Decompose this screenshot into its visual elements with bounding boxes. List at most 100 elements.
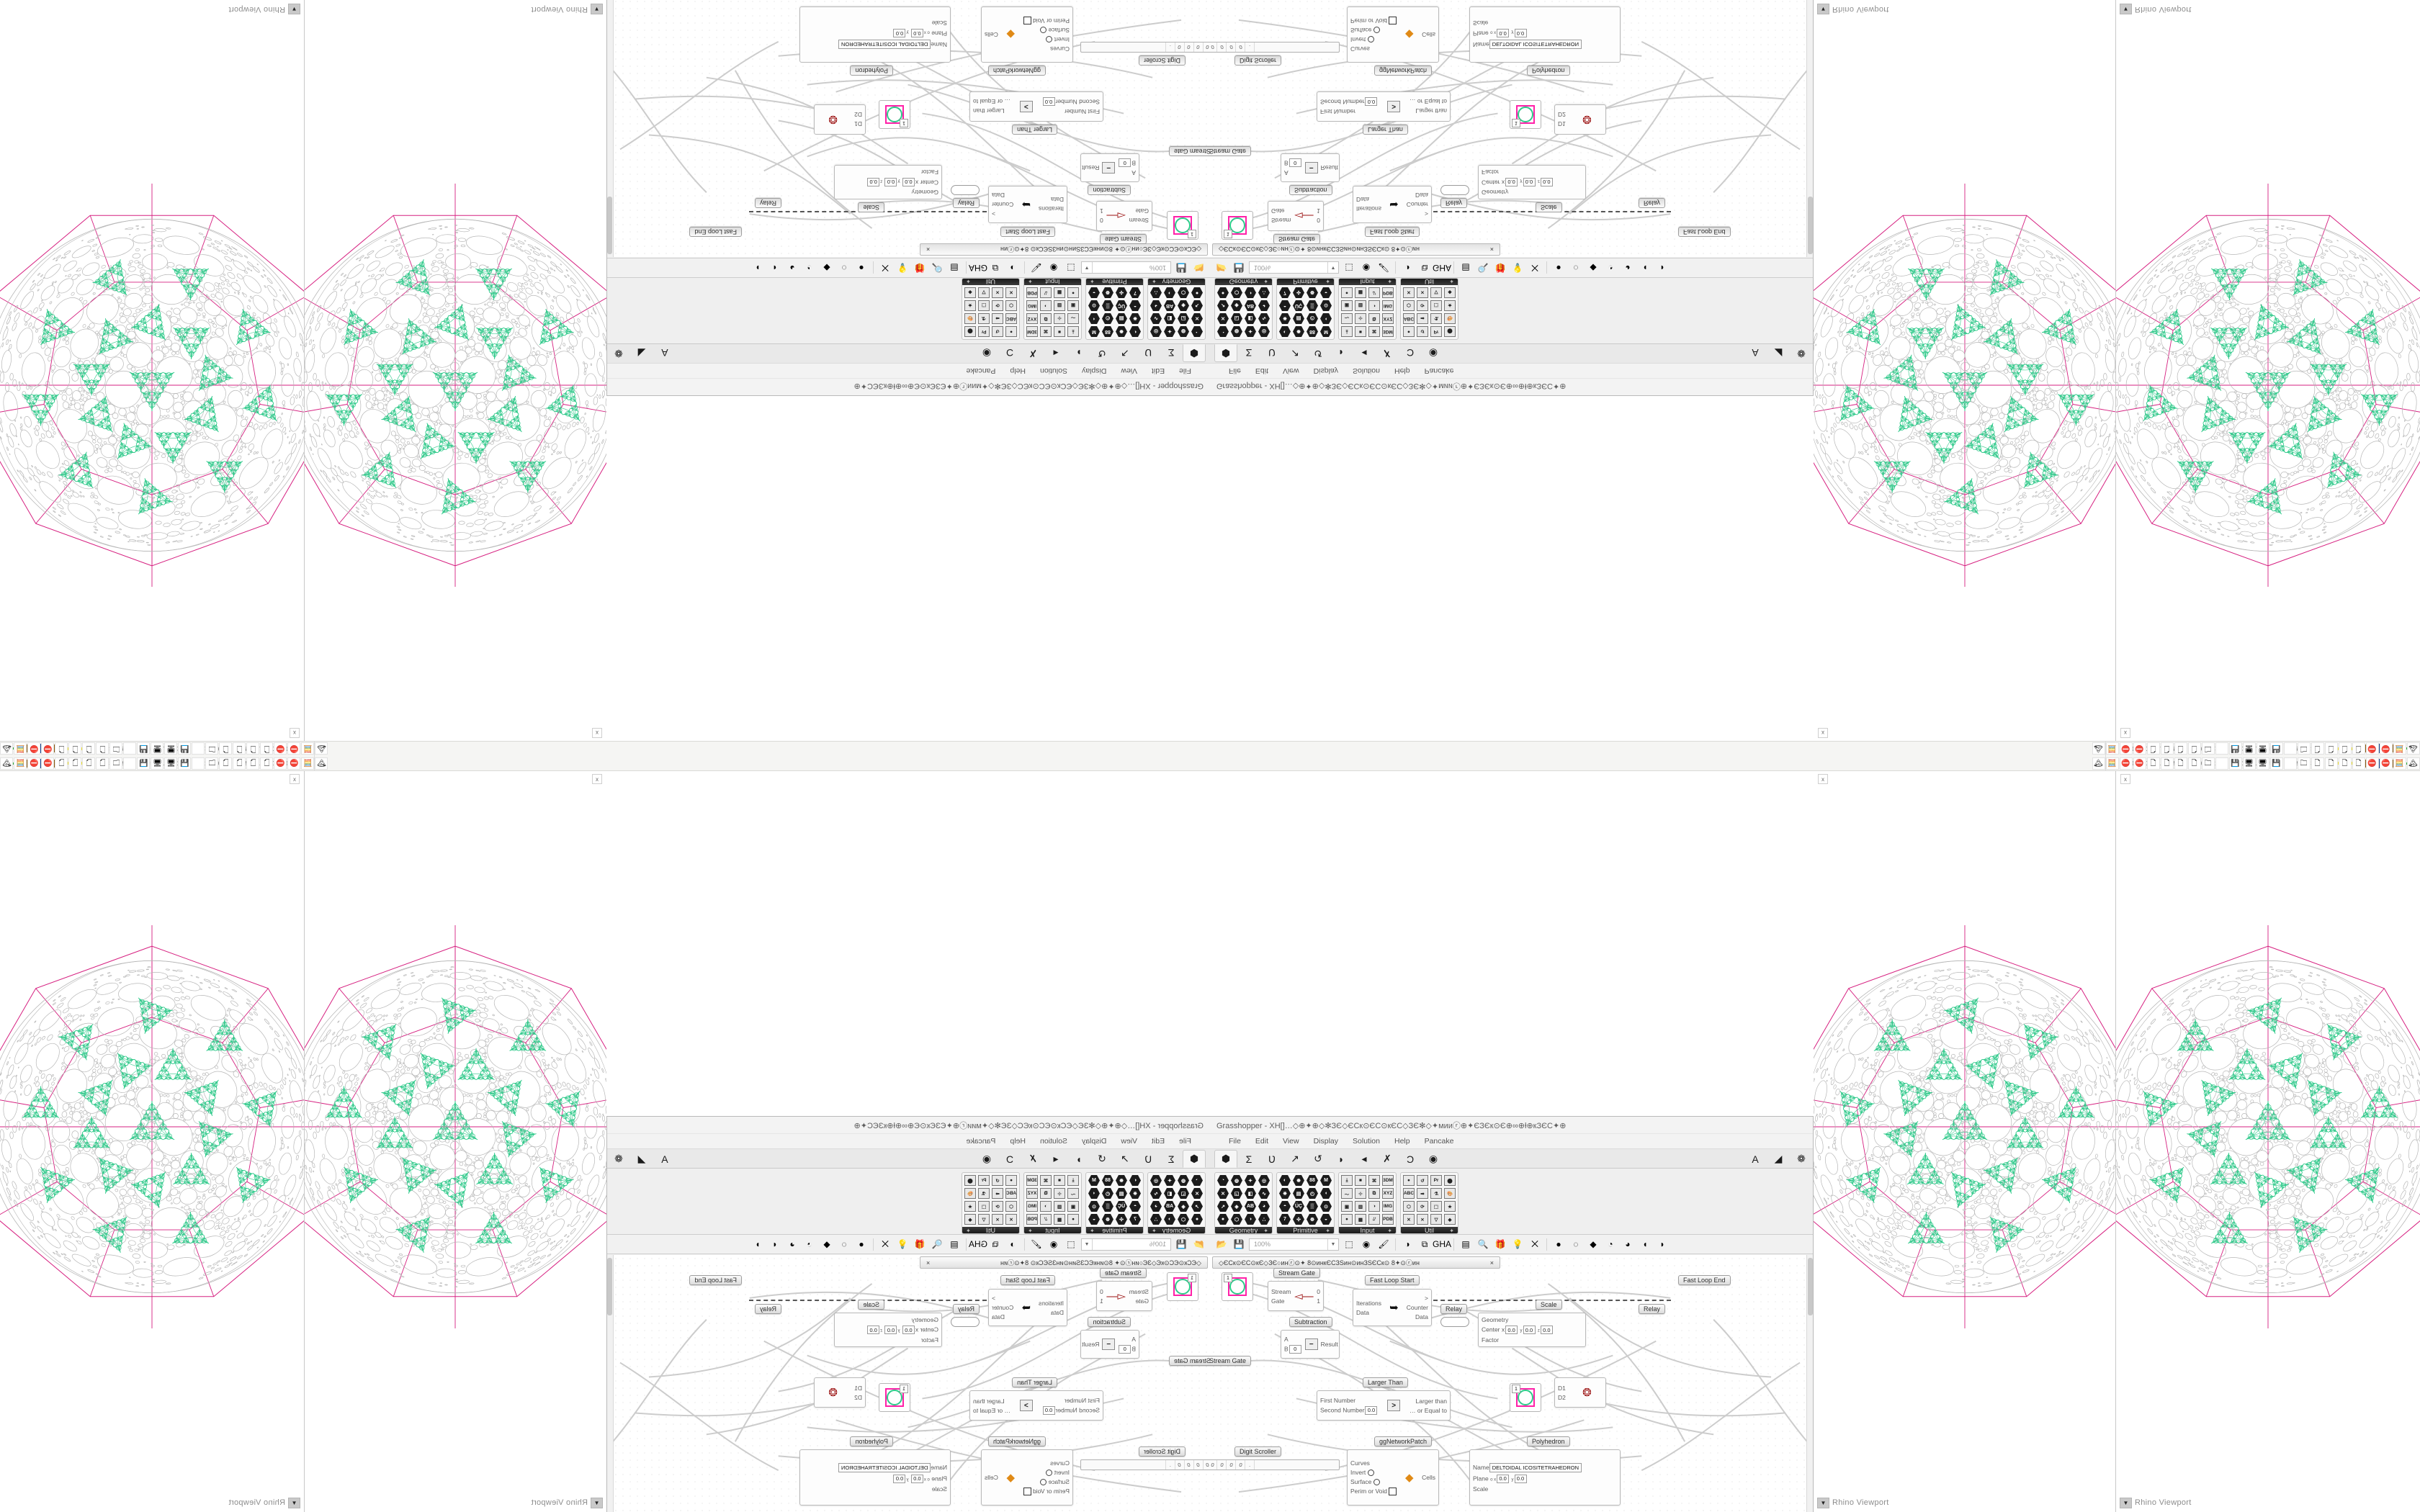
folder-icon[interactable]: 🗀 [2201, 757, 2215, 770]
preview-red-icon[interactable]: ◆ [1590, 1239, 1597, 1249]
floppy-save-icon[interactable]: 💾 [2228, 742, 2242, 755]
ribbon-component-icon[interactable]: ✦ [1163, 325, 1176, 338]
grasshopper-ribbon-tabs[interactable]: ⬢ Σ Ʋ ↗ ↺ ◗ ◂ ✗ Ɔ ◉ A ◢ ❁ [607, 1149, 1210, 1169]
profiler-icon[interactable]: ⧉ [992, 1238, 999, 1249]
ribbon-component-icon[interactable]: ⤓ [1067, 1174, 1080, 1187]
ribbon-component-icon[interactable]: ✦ [1244, 325, 1257, 338]
ribbon-component-icon[interactable]: 88 [1101, 325, 1114, 338]
component-fast-loop-start[interactable]: Iterations Data ➥ > Counter Data [1353, 186, 1432, 223]
ribbon-icon-grid[interactable]: ⤓ 〜 ▣ ● ■ ⊹ ▥ ▩ ⌘ ⧉ ◑ ⌰ 3DM XYZ IMG PDB [1024, 285, 1081, 339]
ribbon-component-icon[interactable]: 7 [1129, 1213, 1142, 1225]
ribbon-component-icon[interactable]: ◧ [1163, 312, 1176, 325]
gha-assembly-icon[interactable]: GHA [1433, 1239, 1452, 1249]
floppy-save-icon[interactable]: 💾 [137, 742, 151, 755]
ribbon-component-icon[interactable]: ◑ [1368, 1200, 1381, 1212]
menu-item-edit[interactable]: Edit [1151, 366, 1165, 375]
ribbon-component-icon[interactable]: ✣ [1115, 1213, 1128, 1225]
grasshopper-menu-bar[interactable]: File Edit View Display Solution Help Pancake [607, 363, 1210, 378]
ribbon-component-icon[interactable]: M [1319, 1174, 1332, 1187]
tab-surface[interactable]: ◗ [1075, 1153, 1083, 1165]
ribbon-component-icon[interactable]: ✣ [1292, 1213, 1305, 1225]
rhino-viewport-left[interactable]: x ▼ Rhino Viewport [1814, 0, 2116, 741]
ribbon-component-icon[interactable]: ✕ [1216, 1187, 1229, 1200]
tab-text[interactable]: A [1752, 347, 1759, 359]
ribbon-component-icon[interactable]: ◒ [1088, 287, 1101, 299]
ribbon-icon-grid[interactable]: ◐ ✵ ◓ 7 ✹ ▤ ÜÇ ✣ 88 ◴ ▒ ☸ M ◖ ⊙ ◒ [1086, 1173, 1143, 1227]
ribbon-component-icon[interactable]: ◆ [964, 1213, 977, 1225]
ribbon-component-icon[interactable]: ⧉ [1039, 1187, 1052, 1200]
scroll-note-close-icon[interactable]: × [926, 246, 931, 253]
ribbon-component-icon[interactable]: ▣ [1067, 300, 1080, 312]
ribbon-component-icon[interactable]: ÜÇ [1292, 300, 1305, 312]
component-stream-gate[interactable]: Stream Gate ◅— 0 1 [1268, 201, 1324, 231]
page-blue3-icon[interactable]: 🗋 [2338, 742, 2352, 755]
ribbon-pin-icon[interactable]: ✦ [1028, 1227, 1033, 1234]
stop-red-icon[interactable]: ⛔ [2365, 742, 2379, 755]
page-blue2-icon[interactable]: 🗋 [2324, 742, 2338, 755]
component-larger-than[interactable]: First Number Second Number0.0 > Larger t… [969, 91, 1103, 122]
tab-mesh[interactable]: ◂ [1053, 348, 1059, 359]
ribbon-pin-icon[interactable]: ✦ [1263, 278, 1268, 285]
ribbon-component-icon[interactable]: ✹ [1292, 325, 1305, 338]
ribbon-pin-icon[interactable]: ✦ [1387, 278, 1392, 285]
menu-item-display[interactable]: Display [1313, 1137, 1339, 1146]
blank-icon[interactable] [123, 757, 137, 770]
ribbon-pin-icon[interactable]: ✦ [1152, 278, 1157, 285]
preview-eye-icon[interactable]: ◉ [1362, 1239, 1371, 1249]
ribbon-component-icon[interactable]: ◴ [1306, 1187, 1319, 1200]
ribbon-component-icon[interactable]: ⬚ [977, 300, 990, 312]
component-merge[interactable]: D1 D2 ❂ [1554, 104, 1606, 135]
preview-eye-icon[interactable]: ◉ [1049, 1239, 1058, 1249]
page-blue-icon[interactable]: 🗋 [2146, 742, 2160, 755]
ribbon-component-icon[interactable]: 3DM [1026, 325, 1039, 338]
widget-blue-icon[interactable]: ◗ [1659, 263, 1665, 273]
ribbon-icon-grid[interactable]: ◔ ✕ ↗ ● ◍ ◱ ◈ ⬡ ✦ ◧ AB ◑ ◎ ∿ ◕ ∴ [1148, 285, 1205, 339]
ribbon-component-icon[interactable]: ∿ [1150, 312, 1162, 325]
page-blue-icon[interactable]: 🗋 [96, 742, 109, 755]
ribbon-component-icon[interactable]: ⬤ [1443, 325, 1456, 338]
ribbon-component-icon[interactable]: ✹ [1292, 1174, 1305, 1187]
ribbon-component-icon[interactable]: ↗ [1191, 300, 1204, 312]
lightbulb-icon[interactable]: 💡 [1512, 263, 1523, 273]
remote-panel-icon[interactable]: ▤ [950, 263, 959, 273]
help-gift-icon[interactable]: 🎁 [914, 263, 926, 273]
monitor-green-icon[interactable]: 🖥 [151, 742, 164, 755]
component-polyhedron[interactable]: NameDELTOIDAL ICOSITETRAHEDRON Plane o x… [799, 6, 951, 63]
ribbon-icon-grid[interactable]: ● ABC ⬡ ✕ ↺ ➡ ⟳ ⨯ Pr ⚗ ⬚ ▽ ⬤ 🎨 ★ ◆ [962, 1173, 1019, 1227]
tab-pancake[interactable]: ◢ [637, 348, 646, 359]
ribbon-component-icon[interactable]: M [1088, 1174, 1101, 1187]
ribbon-component-icon[interactable]: IMG [1026, 1200, 1039, 1212]
ribbon-component-icon[interactable]: ⊹ [1354, 1187, 1367, 1200]
ribbon-component-icon[interactable]: ◈ [1177, 300, 1190, 312]
tab-curve[interactable]: ↺ [1314, 1153, 1322, 1164]
stop-red-icon[interactable]: ⛔ [41, 757, 55, 770]
tab-sets[interactable]: Ʋ [1268, 1153, 1276, 1165]
blank-icon[interactable] [123, 742, 137, 755]
page-blue4-icon[interactable]: 🗋 [55, 742, 68, 755]
calculator-icon[interactable]: 🧮 [2393, 742, 2406, 755]
ribbon-component-icon[interactable]: Pr [977, 325, 990, 338]
menu-item-view[interactable]: View [1283, 1137, 1299, 1146]
calculator-icon[interactable]: 🧮 [2105, 757, 2119, 770]
ribbon-component-icon[interactable]: ▽ [1430, 287, 1443, 299]
stop-red-icon[interactable]: ⛔ [41, 742, 55, 755]
rhino-viewport-left[interactable]: x ▼ Rhino Viewport [304, 0, 606, 741]
preview-red-icon[interactable]: ◆ [1590, 263, 1597, 273]
ribbon-component-icon[interactable]: ◕ [1150, 1200, 1162, 1212]
ribbon-component-icon[interactable]: 7 [1129, 287, 1142, 299]
monitor-green-icon[interactable]: 🖥 [2256, 742, 2269, 755]
ribbon-component-icon[interactable]: ⬚ [1430, 1200, 1443, 1212]
component-gg-network-patch[interactable]: Curves Invert Surface Perim or Void ◆ Ce… [1347, 6, 1439, 63]
canvas-scroll-note[interactable]: ◇ЄСк⊙ЄС⊙кЄ◇ЗЄ○инⓡ⊙✦ 8⊙инкЄСЗЅин⊙инЗЅЄСк⊙… [920, 1256, 1208, 1269]
ribbon-component-icon[interactable]: ◈ [1230, 1200, 1243, 1212]
param-geometry-dot-2[interactable]: 1 [879, 1383, 910, 1412]
component-merge[interactable]: D1 D2 ❂ [814, 104, 866, 135]
ribbon-component-icon[interactable]: ✕ [1191, 1187, 1204, 1200]
ribbon-icon-grid[interactable]: ◔ ✕ ↗ ● ◍ ◱ ◈ ⬡ ✦ ◧ AB ◑ ◎ ∿ ◕ ∴ [1148, 1173, 1205, 1227]
component-stream-gate[interactable]: Stream Gate ◅— 0 1 [1268, 1281, 1324, 1311]
ribbon-component-icon[interactable]: ⬤ [964, 325, 977, 338]
ribbon-component-icon[interactable]: ⬚ [977, 1200, 990, 1212]
ribbon-component-icon[interactable]: ■ [1053, 1174, 1066, 1187]
